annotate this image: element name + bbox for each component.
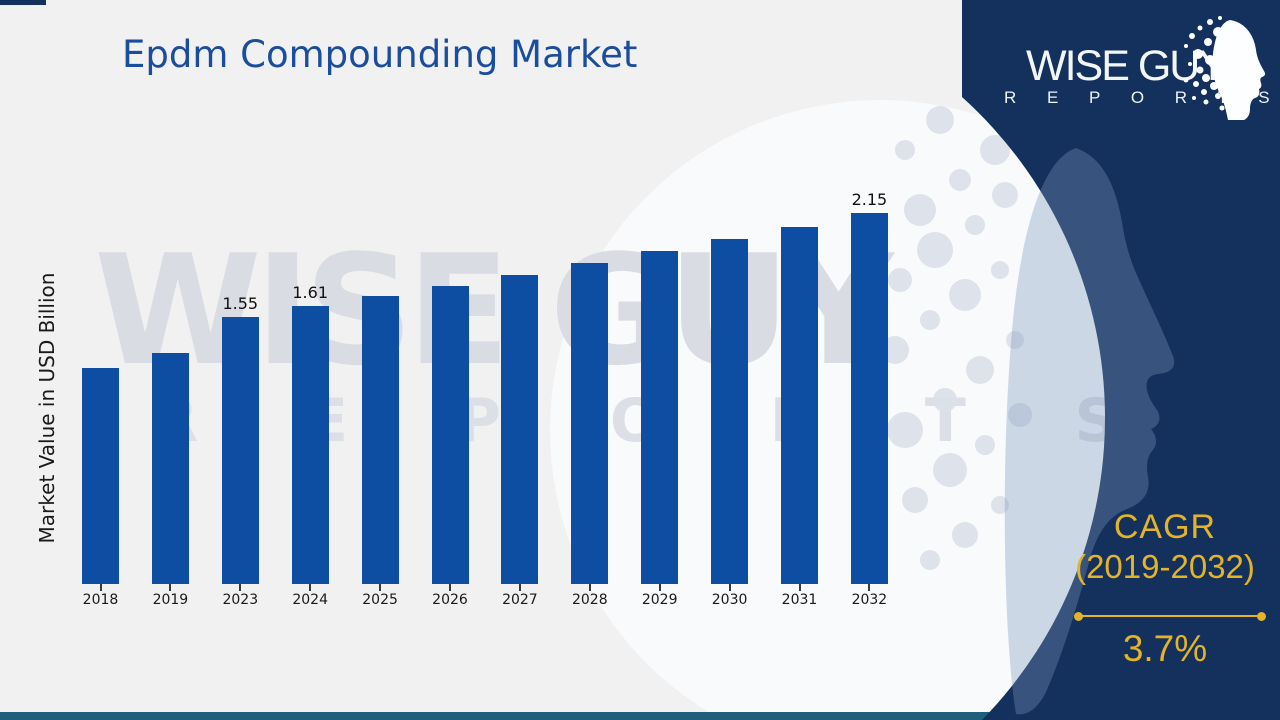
logo-face-dot	[1197, 25, 1203, 31]
line-dot-right	[1257, 612, 1266, 621]
logo-face-icon	[1183, 16, 1266, 120]
x-tick-2026	[449, 584, 451, 591]
logo-face-dot	[1196, 66, 1204, 74]
x-tick-label-2032: 2032	[851, 592, 888, 608]
x-tick-2031	[798, 584, 801, 591]
bar-2025	[361, 296, 399, 584]
watermark-dot	[888, 268, 912, 292]
watermark-dot	[966, 356, 994, 384]
bar-2028	[571, 263, 609, 584]
watermark-dot	[992, 182, 1018, 208]
bar-2024	[291, 306, 329, 584]
cagr-title: CAGR	[1113, 508, 1217, 546]
watermark-dot	[975, 435, 995, 455]
cagr-value: 3.7%	[1122, 628, 1208, 669]
x-tick-label-2029: 2029	[641, 592, 678, 608]
watermark-dot	[887, 412, 923, 448]
watermark-dot	[920, 310, 940, 330]
x-tick-2018	[99, 584, 102, 591]
logo-face-dot	[1193, 81, 1199, 87]
x-tick-2032	[868, 584, 871, 591]
corner-accent	[0, 0, 46, 5]
watermark-dot	[949, 279, 981, 311]
watermark-dot	[933, 388, 957, 412]
y-axis-label: Market Value in USD Billion	[35, 272, 59, 544]
logo-face-dot	[1201, 89, 1207, 95]
x-tick-label-2027: 2027	[502, 592, 538, 608]
bar-2023	[221, 317, 259, 584]
watermark-dot	[917, 232, 953, 268]
bar-2018	[82, 368, 119, 584]
logo-face-dot	[1204, 38, 1212, 46]
logo-face-dot	[1207, 19, 1213, 25]
x-tick-label-2028: 2028	[571, 592, 608, 608]
x-tick-2025	[379, 584, 382, 591]
bar-2032	[850, 213, 888, 584]
bottom-accent-strip	[0, 712, 1280, 720]
x-tick-label-2019: 2019	[152, 592, 189, 608]
logo-face-dot	[1183, 77, 1189, 83]
bar-2019	[151, 353, 189, 584]
x-tick-2029	[658, 584, 661, 591]
x-tick-2019	[169, 584, 172, 591]
line-dot-left	[1074, 612, 1083, 621]
watermark-dot	[952, 522, 978, 548]
x-tick-label-2026: 2026	[432, 592, 468, 608]
logo-face-dot	[1202, 74, 1210, 82]
x-tick-2023	[239, 584, 242, 591]
bar-value-label-2032: 2.15	[851, 190, 888, 209]
logo-face-dot	[1203, 99, 1209, 105]
x-tick-2030	[728, 584, 731, 591]
logo-face-dot	[1192, 96, 1196, 100]
x-tick-2028	[588, 584, 591, 591]
logo-wordmark: WISE GUY	[1026, 42, 1227, 90]
logo-face-dot	[1188, 62, 1192, 66]
watermark-dot	[991, 496, 1009, 514]
bar-value-label-2024: 1.61	[292, 283, 328, 302]
bar-2031	[781, 227, 818, 584]
cagr-range: (2019-2032)	[1075, 548, 1255, 585]
watermark-dot	[933, 453, 967, 487]
watermark-dot	[920, 550, 940, 570]
logo-face-dot	[1219, 105, 1225, 111]
watermark-dot	[926, 106, 954, 134]
chart-title: Epdm Compounding Market	[122, 33, 638, 76]
x-tick-label-2024: 2024	[292, 592, 328, 608]
watermark-dot	[1008, 403, 1032, 427]
x-tick-label-2025: 2025	[362, 592, 398, 608]
x-tick-label-2031: 2031	[781, 592, 818, 608]
watermark-dot	[895, 140, 915, 160]
watermark-dot	[991, 261, 1009, 279]
bar-value-label-2023: 1.55	[222, 294, 259, 313]
bar-2027	[501, 275, 539, 584]
bar-2030	[711, 239, 749, 584]
watermark-dot	[1006, 331, 1024, 349]
watermark-dot	[902, 487, 928, 513]
logo-face-dot	[1184, 44, 1188, 48]
cagr-divider-line	[1074, 612, 1266, 621]
watermark-dot	[904, 194, 936, 226]
x-tick-label-2023: 2023	[222, 592, 259, 608]
x-tick-2024	[309, 584, 312, 591]
logo-face-dot	[1218, 16, 1222, 20]
x-tick-label-2030: 2030	[711, 592, 748, 608]
x-tick-2027	[518, 584, 521, 591]
watermark-dot	[980, 135, 1010, 165]
watermark-dot	[881, 336, 909, 364]
bar-2029	[641, 251, 679, 584]
watermark-dot	[949, 169, 971, 191]
logo-face-dot	[1215, 93, 1221, 99]
watermark-dot	[965, 215, 985, 235]
x-tick-label-2018: 2018	[82, 592, 119, 608]
logo-face-dot	[1189, 33, 1195, 39]
bar-2026	[431, 286, 469, 584]
logo-face-dot	[1193, 49, 1203, 59]
